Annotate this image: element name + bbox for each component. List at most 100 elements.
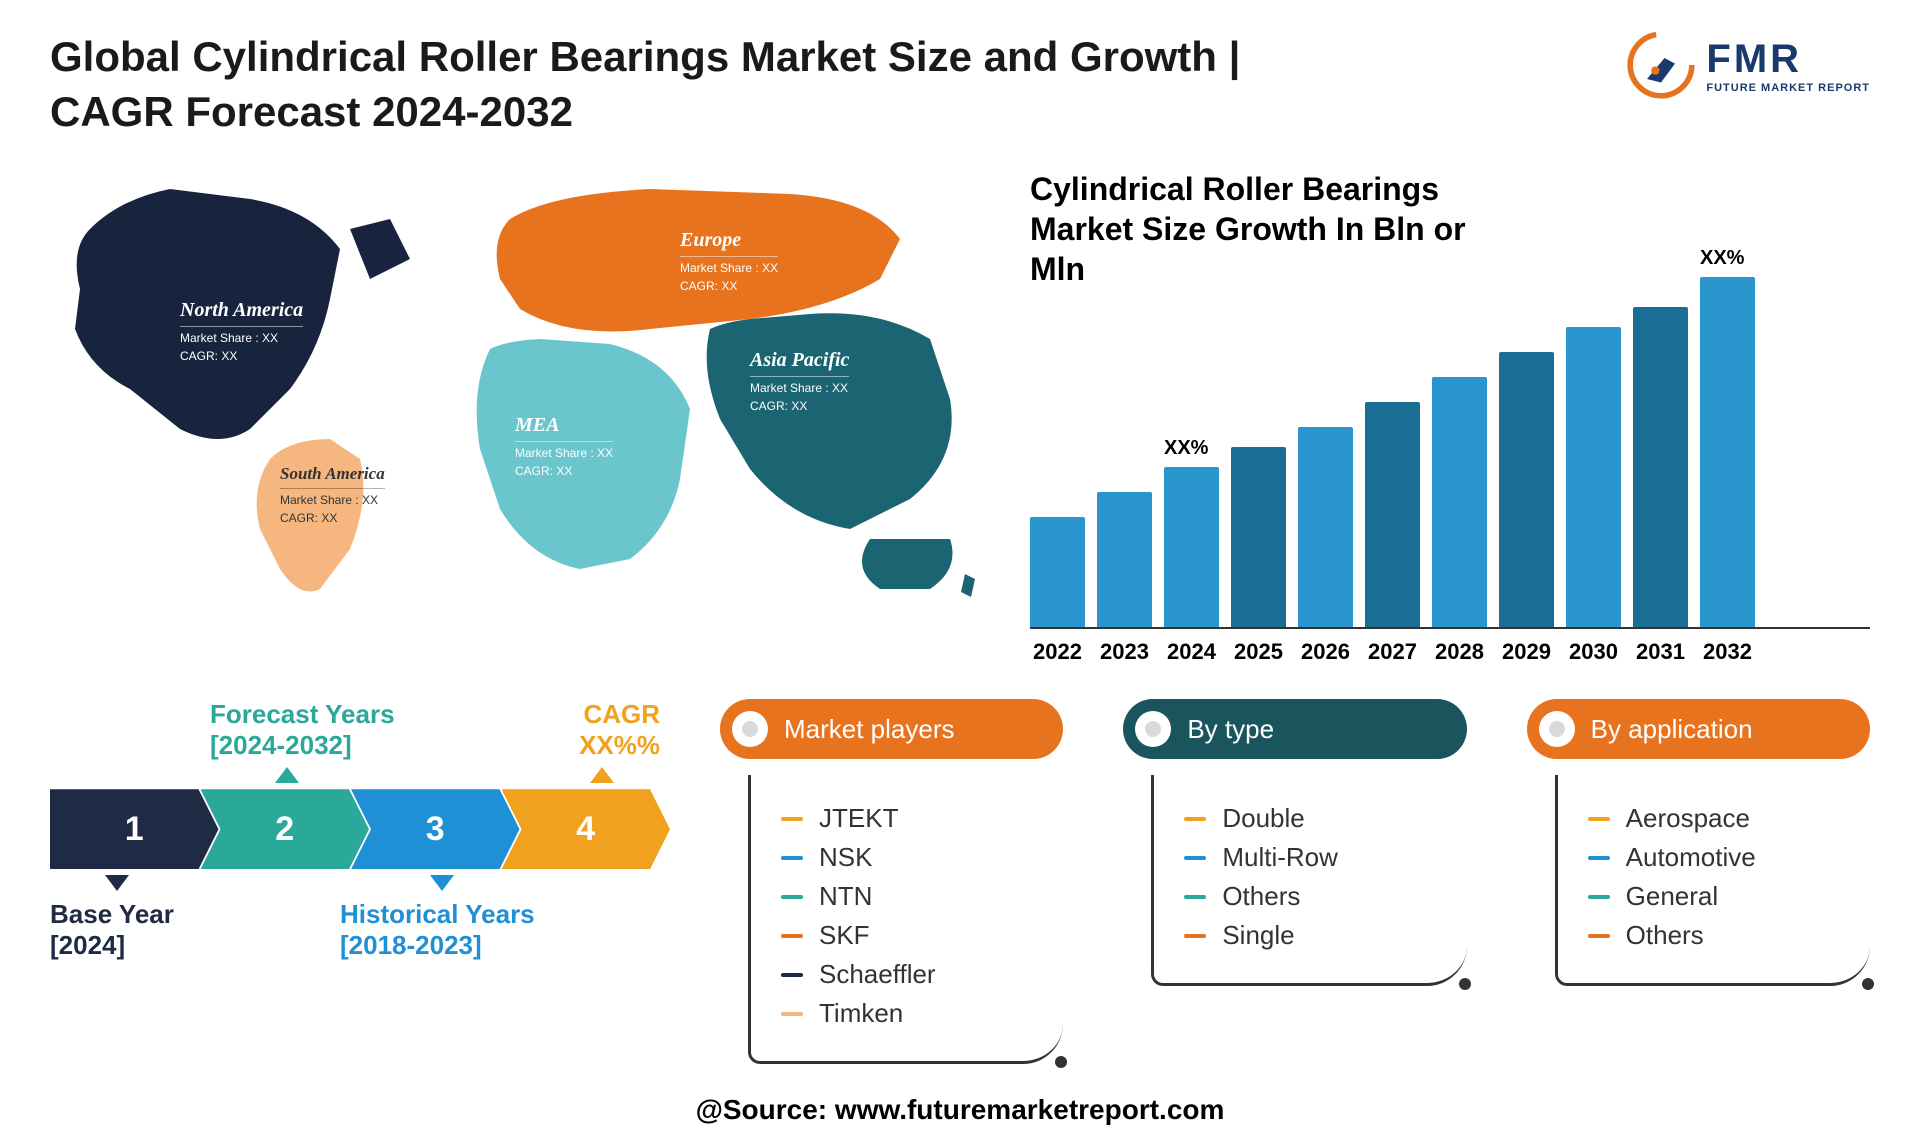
dash-icon — [781, 1012, 803, 1016]
bar-year-label: 2024 — [1167, 639, 1216, 665]
region-europe: Europe Market Share : XX CAGR: XX — [680, 229, 778, 293]
circle-icon — [1135, 711, 1171, 747]
pill-item-text: Others — [1222, 881, 1300, 912]
pill-item: General — [1588, 881, 1860, 912]
bar-year-label: 2031 — [1636, 639, 1685, 665]
source-attribution: @Source: www.futuremarketreport.com — [0, 1094, 1920, 1126]
dash-icon — [1588, 934, 1610, 938]
dash-icon — [1588, 856, 1610, 860]
pill-item: Others — [1184, 881, 1456, 912]
pill-column: Market playersJTEKTNSKNTNSKFSchaefflerTi… — [720, 699, 1063, 1064]
pill-item: Double — [1184, 803, 1456, 834]
caption-line1: CAGR — [583, 699, 660, 729]
bar-wrap: XX%2032 — [1700, 277, 1755, 627]
dash-icon — [781, 856, 803, 860]
bar — [1432, 377, 1487, 627]
arrow-up-cagr — [590, 767, 614, 783]
region-cagr: CAGR: XX — [680, 279, 778, 293]
bar-wrap: 2030 — [1566, 327, 1621, 627]
header: Global Cylindrical Roller Bearings Marke… — [50, 30, 1870, 139]
bottom-row: Forecast Years [2024-2032] CAGR XX%% 123… — [50, 699, 1870, 1064]
bar-year-label: 2030 — [1569, 639, 1618, 665]
dash-icon — [1184, 817, 1206, 821]
dash-icon — [1184, 856, 1206, 860]
bar-wrap: 2022 — [1030, 517, 1085, 627]
pill-item-text: General — [1626, 881, 1719, 912]
pill-header-text: By type — [1187, 714, 1274, 745]
region-cagr: CAGR: XX — [515, 464, 613, 478]
dash-icon — [1184, 934, 1206, 938]
chart-title: Cylindrical Roller Bearings Market Size … — [1030, 169, 1480, 289]
pill-body: Aerospace Automotive General Others — [1555, 775, 1870, 986]
bar-wrap: 2023 — [1097, 492, 1152, 627]
bar-year-label: 2029 — [1502, 639, 1551, 665]
dash-icon — [1588, 817, 1610, 821]
dash-icon — [781, 895, 803, 899]
bar — [1365, 402, 1420, 627]
dash-icon — [781, 973, 803, 977]
bar-wrap: 2031 — [1633, 307, 1688, 627]
caption-line1: Historical Years — [340, 899, 535, 929]
bar-year-label: 2027 — [1368, 639, 1417, 665]
page-title: Global Cylindrical Roller Bearings Marke… — [50, 30, 1350, 139]
region-name: South America — [280, 464, 385, 484]
pill-item: Multi-Row — [1184, 842, 1456, 873]
pill-body: DoubleMulti-RowOthersSingle — [1151, 775, 1466, 986]
region-name: MEA — [515, 414, 613, 437]
region-name: North America — [180, 299, 303, 322]
pill-item: JTEKT — [781, 803, 1053, 834]
bar-wrap: 2025 — [1231, 447, 1286, 627]
pill-item-text: Aerospace — [1626, 803, 1750, 834]
dash-icon — [781, 817, 803, 821]
pill-item-text: Others — [1626, 920, 1704, 951]
caption-line2: [2018-2023] — [340, 930, 482, 960]
telescope-icon — [1626, 30, 1696, 100]
bar-chart-section: Cylindrical Roller Bearings Market Size … — [1030, 169, 1870, 629]
pill-item: Aerospace — [1588, 803, 1860, 834]
arrow-down-base — [105, 875, 129, 891]
logo-abbr: FMR — [1706, 37, 1870, 82]
pill-item: Automotive — [1588, 842, 1860, 873]
pill-item-text: NSK — [819, 842, 872, 873]
bar — [1298, 427, 1353, 627]
region-name: Europe — [680, 229, 778, 252]
dash-icon — [1184, 895, 1206, 899]
pill-header: By type — [1123, 699, 1466, 759]
bar — [1633, 307, 1688, 627]
arrow-up-forecast — [275, 767, 299, 783]
bar-annotation: XX% — [1164, 437, 1208, 460]
pill-item-text: NTN — [819, 881, 872, 912]
pill-item: SKF — [781, 920, 1053, 951]
bar-wrap: XX%2024 — [1164, 467, 1219, 627]
pill-item-text: Timken — [819, 998, 903, 1029]
caption-base: Base Year [2024] — [50, 899, 174, 961]
region-cagr: CAGR: XX — [180, 349, 303, 363]
pill-item: Others — [1588, 920, 1860, 951]
caption-line1: Forecast Years — [210, 699, 395, 729]
timeline-bar: 1234 — [50, 789, 670, 869]
bar — [1499, 352, 1554, 627]
timeline: Forecast Years [2024-2032] CAGR XX%% 123… — [50, 699, 670, 869]
bar-wrap: 2028 — [1432, 377, 1487, 627]
caption-line2: [2024-2032] — [210, 730, 352, 760]
pill-item-text: SKF — [819, 920, 870, 951]
circle-icon — [1539, 711, 1575, 747]
pill-column: By typeDoubleMulti-RowOthersSingle — [1123, 699, 1466, 1064]
caption-line1: Base Year — [50, 899, 174, 929]
caption-forecast: Forecast Years [2024-2032] — [210, 699, 395, 761]
arrow-down-historical — [430, 875, 454, 891]
bar: XX% — [1700, 277, 1755, 627]
world-map: North America Market Share : XX CAGR: XX… — [50, 169, 990, 609]
timeline-segment: 4 — [502, 789, 671, 869]
pill-item: NSK — [781, 842, 1053, 873]
region-cagr: CAGR: XX — [750, 399, 849, 413]
region-mea: MEA Market Share : XX CAGR: XX — [515, 414, 613, 478]
caption-cagr: CAGR XX%% — [579, 699, 660, 761]
circle-icon — [732, 711, 768, 747]
region-share: Market Share : XX — [515, 441, 613, 460]
bar-year-label: 2023 — [1100, 639, 1149, 665]
bar-annotation: XX% — [1700, 247, 1744, 270]
bar-chart: 20222023XX%20242025202620272028202920302… — [1030, 309, 1870, 629]
pill-header: By application — [1527, 699, 1870, 759]
pill-header: Market players — [720, 699, 1063, 759]
